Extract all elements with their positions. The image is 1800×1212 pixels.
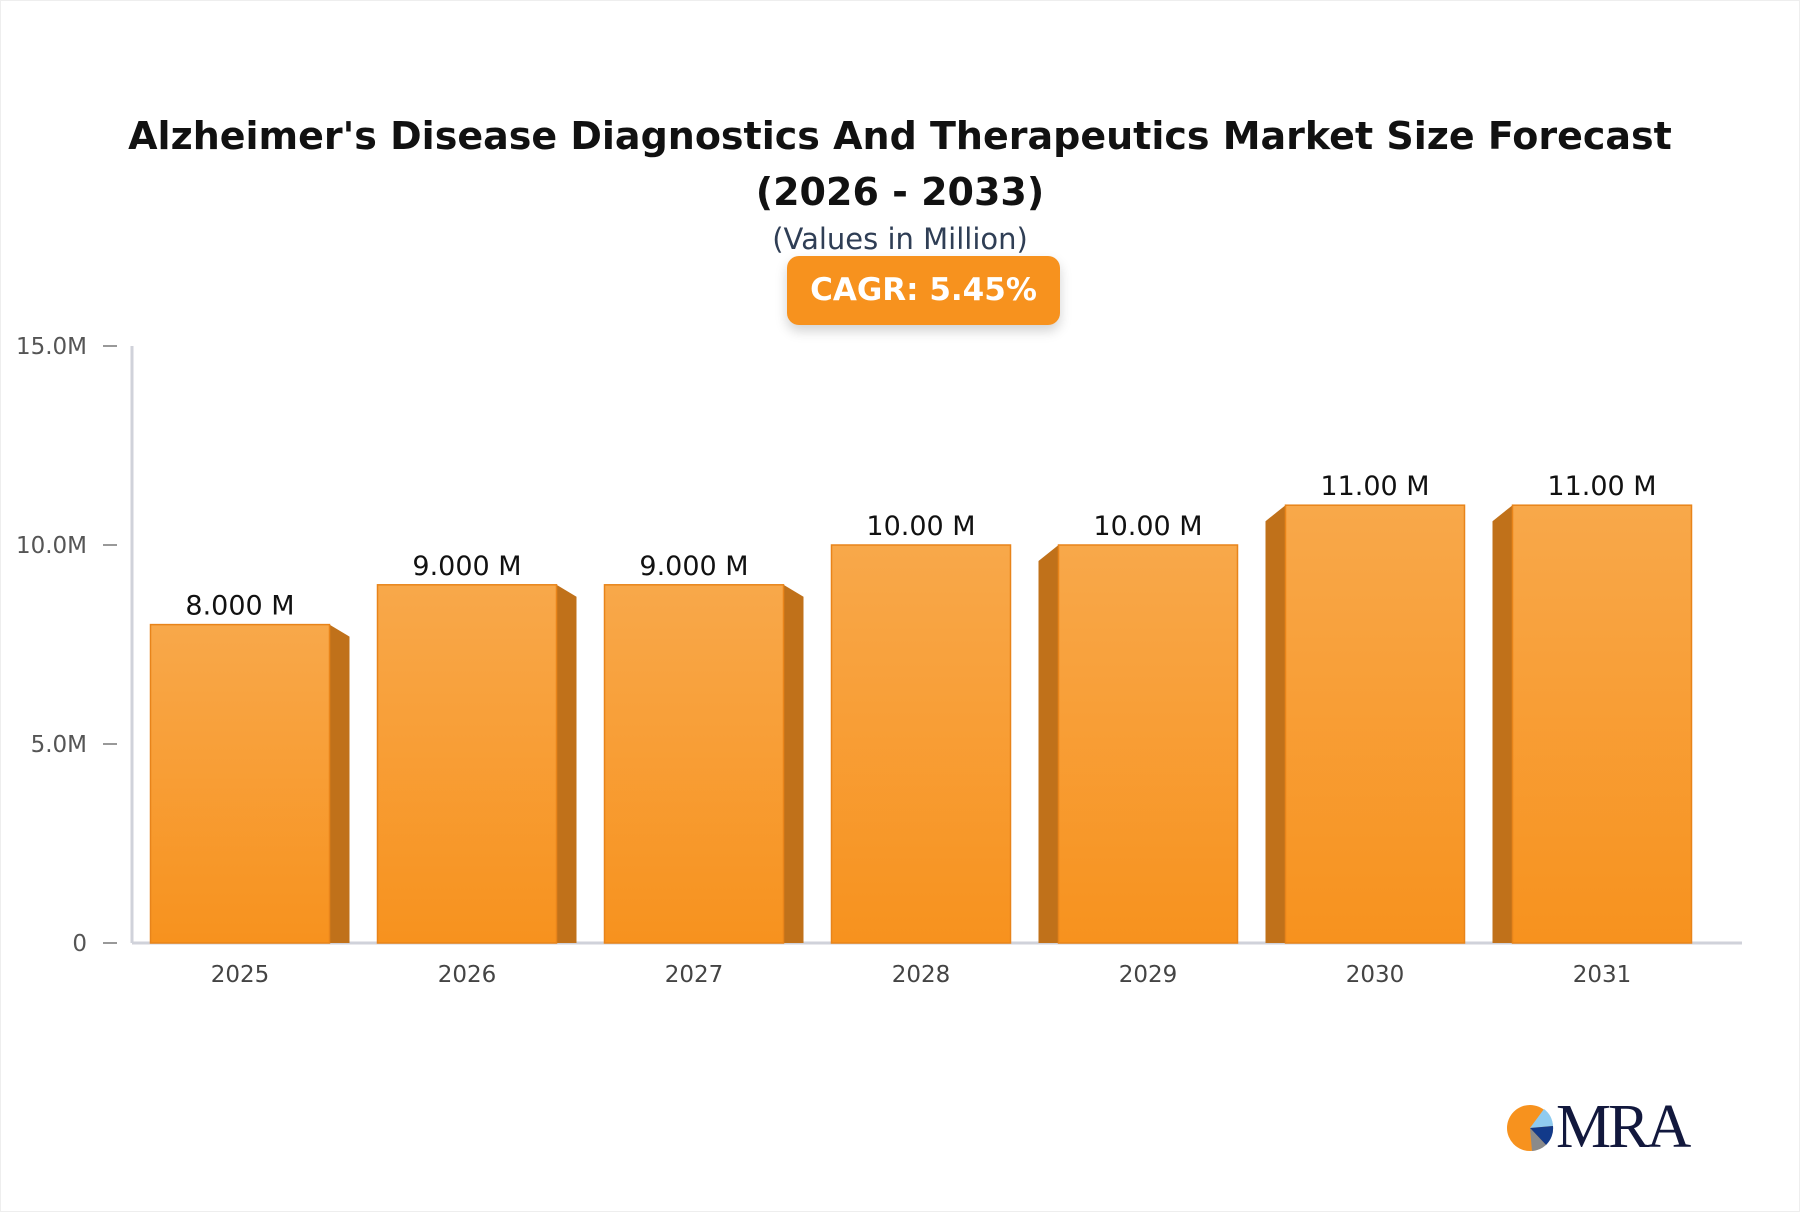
bar-side xyxy=(1038,545,1059,943)
data-label: 9.000 M xyxy=(412,551,521,582)
bar xyxy=(1057,544,1239,944)
bar xyxy=(149,623,331,944)
x-tick-label: 2031 xyxy=(1573,962,1632,988)
bar-side xyxy=(1265,505,1286,943)
data-label: 11.00 M xyxy=(1547,471,1656,502)
x-tick-label: 2027 xyxy=(665,962,724,988)
y-tick-label: 5.0M xyxy=(31,732,87,758)
x-tick-label: 2028 xyxy=(892,962,951,988)
y-tick-label: 15.0M xyxy=(16,334,87,360)
data-label: 8.000 M xyxy=(185,591,294,622)
bar xyxy=(1511,504,1693,944)
data-label: 11.00 M xyxy=(1320,471,1429,502)
cagr-badge: CAGR: 5.45% xyxy=(787,256,1060,325)
x-tick-label: 2029 xyxy=(1119,962,1178,988)
chart-subtitle: (Values in Million) xyxy=(772,222,1028,256)
bar xyxy=(830,544,1012,944)
bar xyxy=(1284,504,1466,944)
pie-logo-icon xyxy=(1507,1105,1554,1151)
bar xyxy=(376,584,558,944)
logo-text: MRA xyxy=(1556,1093,1691,1161)
data-label: 10.00 M xyxy=(1093,511,1202,542)
bar-side xyxy=(783,584,804,943)
y-tick-label: 0 xyxy=(72,931,87,957)
data-label: 9.000 M xyxy=(639,551,748,582)
bar-side xyxy=(1492,505,1513,943)
bar-side xyxy=(556,584,577,943)
mra-logo: MRA xyxy=(1506,1093,1696,1161)
x-tick-label: 2030 xyxy=(1346,962,1405,988)
bar xyxy=(603,584,785,944)
chart-title: Alzheimer's Disease Diagnostics And Ther… xyxy=(128,114,1672,214)
x-tick-label: 2025 xyxy=(211,962,270,988)
x-tick-label: 2026 xyxy=(438,962,497,988)
data-label: 10.00 M xyxy=(866,511,975,542)
y-tick-label: 10.0M xyxy=(16,533,87,559)
bar-side xyxy=(329,624,350,943)
